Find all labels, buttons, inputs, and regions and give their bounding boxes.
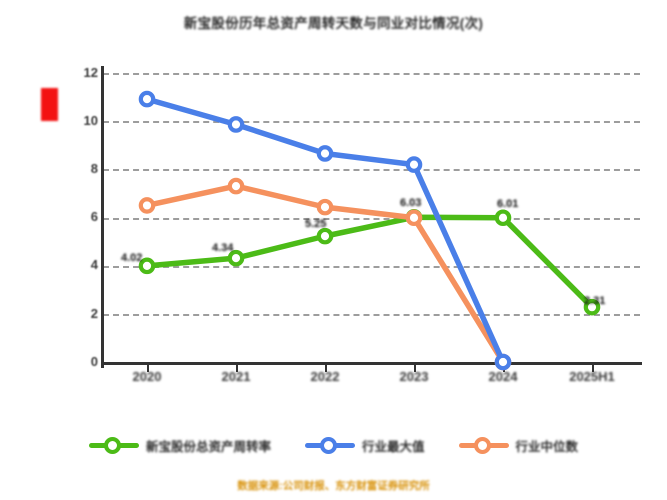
data-point[interactable] [316,227,334,245]
y-tick-12: 12 [83,65,98,80]
legend-marker-green-icon [88,436,139,454]
series-line-0 [144,214,595,310]
data-point[interactable] [583,298,601,316]
x-label-2023: 2023 [399,369,429,384]
data-point[interactable] [316,198,334,216]
gridline-12 [103,73,640,75]
plot-area [103,73,640,363]
data-point[interactable] [227,177,245,195]
data-point[interactable] [494,353,512,371]
data-point[interactable] [138,90,156,108]
gridline-2 [103,314,640,316]
gridline-8 [103,169,640,171]
y-axis-caption [41,88,58,121]
chart-title: 新宝股份历年总资产周转天数与同业对比情况(次) [183,16,484,31]
data-label-green-2: 5.25 [305,218,327,231]
x-tick-0 [147,365,149,372]
x-label-2025H1: 2025H1 [569,369,615,384]
x-axis-line [101,362,642,365]
data-label-green-5: 2.31 [584,295,606,308]
data-label-green-3: 6.03 [400,197,422,210]
legend-label-orange: 行业中位数 [515,439,579,454]
data-point[interactable] [227,249,245,267]
data-point[interactable] [405,156,423,173]
x-label-2024: 2024 [488,369,518,384]
data-label-green-4: 6.01 [497,197,519,210]
data-label-green-1: 4.34 [212,242,234,255]
data-label-green-0: 4.02 [121,251,143,264]
x-tick-1 [236,365,238,372]
x-label-2021: 2021 [221,369,251,384]
y-axis-line [101,66,104,368]
gridline-6 [103,218,640,220]
y-tick-2: 2 [90,306,98,321]
legend-label-green: 新宝股份总资产周转率 [145,439,271,454]
x-label-2022: 2022 [310,369,340,384]
y-tick-4: 4 [90,257,98,272]
y-tick-6: 6 [90,209,98,224]
y-axis-tick-labels: 12 10 8 6 4 2 0 [62,0,98,500]
data-point[interactable] [405,209,423,227]
y-tick-10: 10 [83,113,98,128]
legend-marker-orange-icon [458,436,509,454]
x-tick-2 [325,365,327,372]
gridline-4 [103,266,640,268]
x-tick-5 [592,365,594,372]
data-point[interactable] [494,209,512,227]
y-tick-0: 0 [90,354,98,369]
chart-legend: 新宝股份总资产周转率 行业最大值 行业中位数 [0,430,667,460]
x-tick-3 [414,365,416,372]
legend-item-blue[interactable]: 行业最大值 [304,436,425,455]
legend-label-blue: 行业最大值 [361,439,425,454]
data-point[interactable] [316,145,334,162]
legend-item-green[interactable]: 新宝股份总资产周转率 [88,436,271,455]
chart-footer-source: 数据来源:公司财报、东方财富证券研究所 [237,480,430,492]
data-point[interactable] [138,197,156,214]
x-label-2020: 2020 [132,369,162,384]
legend-marker-blue-icon [304,436,355,454]
y-tick-8: 8 [90,161,98,176]
legend-item-orange[interactable]: 行业中位数 [458,436,579,455]
data-point[interactable] [138,257,156,275]
data-point[interactable] [227,116,245,133]
gridline-10 [103,121,640,123]
